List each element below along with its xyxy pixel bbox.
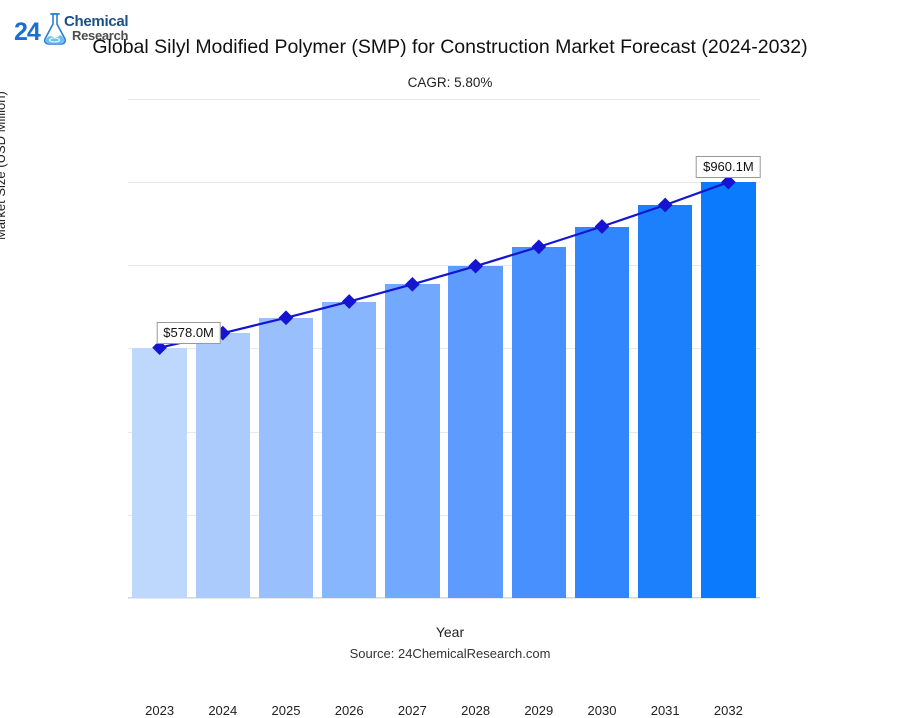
logo-mark-24: 24	[14, 18, 41, 46]
gridline	[128, 514, 760, 516]
x-axis-tick-label: 2028	[461, 703, 491, 718]
bar-2028[interactable]	[448, 266, 503, 598]
chart-subtitle-cagr: CAGR: 5.80%	[407, 75, 493, 90]
gridline	[128, 265, 760, 267]
gridline	[128, 348, 760, 350]
data-point-marker-2030[interactable]	[594, 219, 610, 234]
flask-icon	[42, 12, 68, 51]
bar-2029[interactable]	[511, 246, 566, 598]
gridline	[128, 431, 760, 433]
brand-logo: 24 Chemical Research	[14, 10, 129, 48]
bar-2031[interactable]	[638, 205, 693, 598]
bar-2027[interactable]	[385, 284, 440, 598]
bar-2026[interactable]	[322, 301, 377, 598]
trend-line	[159, 181, 729, 349]
trend-line-series	[152, 174, 736, 356]
data-point-marker-2023[interactable]	[152, 340, 167, 356]
x-axis-tick-label: 2027	[397, 703, 427, 718]
x-axis-line	[128, 597, 760, 598]
data-point-marker-2031[interactable]	[657, 197, 673, 213]
bar-2024[interactable]	[195, 333, 250, 598]
bar-2032[interactable]	[701, 182, 756, 598]
x-axis-tick-label: 2024	[208, 703, 238, 718]
source-note: Source: 24ChemicalResearch.com	[349, 646, 551, 661]
y-axis-title: Market Size (USD Million)	[0, 91, 8, 240]
gridline	[128, 182, 760, 184]
chart-title: Global Silyl Modified Polymer (SMP) for …	[92, 36, 808, 58]
data-label-2023: $578.0M	[156, 321, 221, 344]
gridline	[128, 99, 760, 100]
logo-text-research: Research	[72, 28, 129, 43]
x-axis-tick-label: 2032	[713, 703, 743, 718]
bar-2030[interactable]	[574, 226, 630, 598]
x-axis-tick-label: 2025	[271, 703, 301, 718]
x-axis-tick-label: 2029	[524, 703, 554, 718]
data-point-marker-2026[interactable]	[341, 294, 357, 309]
data-point-marker-2025[interactable]	[278, 310, 294, 326]
x-axis-tick-label: 2031	[650, 703, 680, 718]
x-axis-tick-label: 2026	[334, 703, 364, 718]
x-axis-tick-label: 2023	[145, 703, 175, 718]
data-point-marker-2027[interactable]	[405, 276, 420, 292]
data-point-marker-2028[interactable]	[468, 258, 483, 274]
gridline	[128, 598, 760, 599]
logo-text-chemical: Chemical	[64, 13, 129, 30]
data-point-marker-2032[interactable]	[721, 174, 736, 190]
x-axis-tick-label: 2030	[587, 703, 617, 718]
data-point-marker-2029[interactable]	[531, 239, 547, 255]
bar-2025[interactable]	[258, 317, 314, 598]
x-axis-title: Year	[435, 624, 465, 640]
data-label-2032: $960.1M	[696, 156, 761, 179]
chart-plot-area: $0.0M$192.0M$384.0M$576.1M$768.1M$960.1M…	[128, 99, 761, 718]
bar-2023[interactable]	[132, 347, 187, 598]
